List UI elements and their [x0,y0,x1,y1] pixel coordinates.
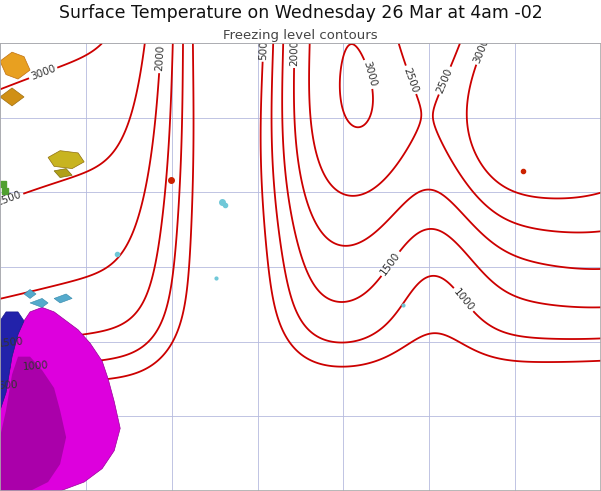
Polygon shape [0,307,120,491]
Text: 1500: 1500 [379,250,402,277]
Text: 500: 500 [0,380,18,391]
Text: 2000: 2000 [289,40,300,66]
Text: Freezing level contours: Freezing level contours [223,29,378,42]
Polygon shape [30,299,48,307]
Text: 3000: 3000 [472,37,491,65]
Polygon shape [24,290,36,299]
Polygon shape [0,356,66,491]
Text: 500: 500 [258,40,269,60]
Text: Surface Temperature on Wednesday 26 Mar at 4am -02: Surface Temperature on Wednesday 26 Mar … [59,4,542,22]
Text: 1000: 1000 [451,286,476,313]
Polygon shape [48,151,84,168]
Text: 2000: 2000 [154,45,166,72]
Polygon shape [0,52,30,79]
Text: 1500: 1500 [0,336,25,349]
Polygon shape [0,312,24,410]
Text: 2500: 2500 [402,66,420,94]
Text: 3000: 3000 [361,60,377,88]
Polygon shape [54,168,72,178]
Text: 3000: 3000 [29,64,57,82]
Polygon shape [54,294,72,303]
Polygon shape [0,88,24,106]
Text: 2500: 2500 [0,190,23,208]
Text: 2500: 2500 [435,67,454,95]
Text: 1000: 1000 [23,360,49,372]
